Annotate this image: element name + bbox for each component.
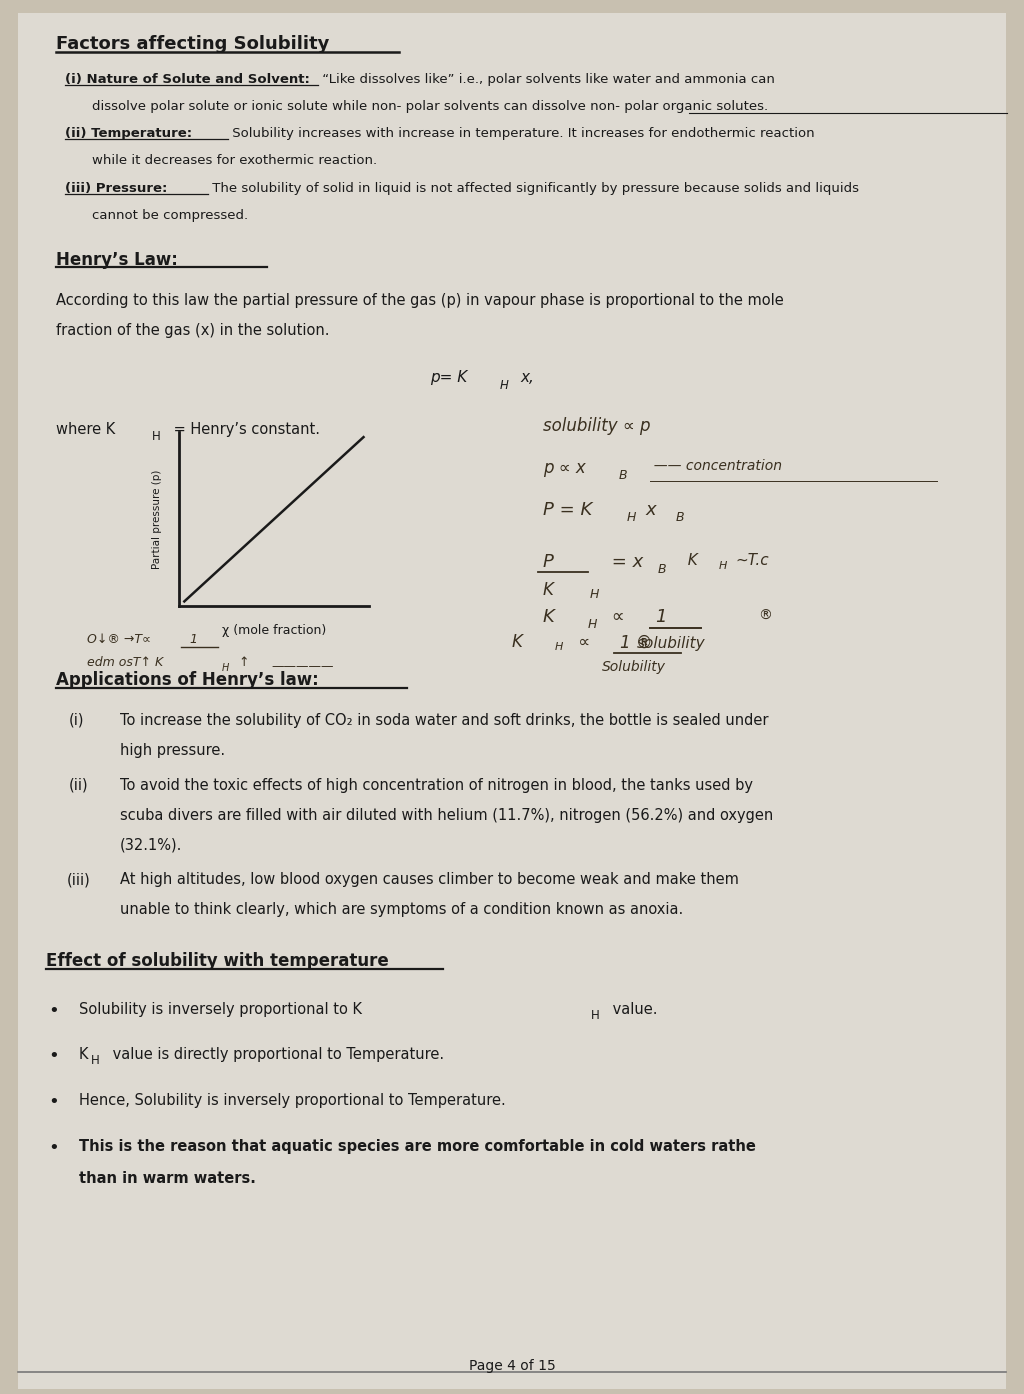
Text: 1: 1 <box>189 633 198 647</box>
Text: B: B <box>676 510 684 524</box>
Text: Partial pressure (p): Partial pressure (p) <box>152 470 162 569</box>
Text: χ (mole fraction): χ (mole fraction) <box>222 625 326 637</box>
Text: 1⁠ ®: 1⁠ ® <box>620 633 652 651</box>
Text: dissolve polar solute or ionic solute while non- polar solvents can dissolve non: dissolve polar solute or ionic solute wh… <box>92 99 768 113</box>
Text: •: • <box>48 1002 58 1019</box>
Text: Solubility increases with increase in temperature. It increases for endothermic : Solubility increases with increase in te… <box>228 127 815 141</box>
Text: K: K <box>543 608 554 626</box>
Text: H: H <box>719 560 727 570</box>
Text: The solubility of solid in liquid is not affected significantly by pressure beca: The solubility of solid in liquid is not… <box>208 183 859 195</box>
Text: B: B <box>618 468 627 482</box>
Text: ®: ® <box>758 608 772 622</box>
Text: H: H <box>222 664 229 673</box>
Text: P = K: P = K <box>543 500 592 519</box>
Text: (i): (i) <box>69 712 84 728</box>
Text: value.: value. <box>608 1002 658 1016</box>
Text: Hence, Solubility is inversely proportional to Temperature.: Hence, Solubility is inversely proportio… <box>79 1093 506 1108</box>
Text: = x: = x <box>606 552 643 570</box>
Text: K: K <box>543 580 554 598</box>
Text: ∝: ∝ <box>606 608 631 626</box>
Text: ↑: ↑ <box>239 657 249 669</box>
Text: x: x <box>645 500 655 519</box>
Text: (iii) Pressure:: (iii) Pressure: <box>65 183 167 195</box>
Text: while it decreases for exothermic reaction.: while it decreases for exothermic reacti… <box>92 155 377 167</box>
Text: Solubility is inversely proportional to K: Solubility is inversely proportional to … <box>79 1002 361 1016</box>
Text: high pressure.: high pressure. <box>120 743 225 758</box>
Text: p ∝ x: p ∝ x <box>543 459 586 477</box>
Text: According to this law the partial pressure of the gas (p) in vapour phase is pro: According to this law the partial pressu… <box>56 293 784 308</box>
Text: scuba divers are filled with air diluted with helium (11.7%), nitrogen (56.2%) a: scuba divers are filled with air diluted… <box>120 807 773 822</box>
Text: = Henry’s constant.: = Henry’s constant. <box>169 422 319 438</box>
Text: x,: x, <box>520 371 535 385</box>
Text: K: K <box>79 1047 88 1062</box>
Text: 1: 1 <box>655 608 667 626</box>
Text: K: K <box>512 633 523 651</box>
Text: (ii) Temperature:: (ii) Temperature: <box>65 127 191 141</box>
Text: Page 4 of 15: Page 4 of 15 <box>469 1359 555 1373</box>
Text: value is directly proportional to Temperature.: value is directly proportional to Temper… <box>108 1047 443 1062</box>
Text: To increase the solubility of CO₂ in soda water and soft drinks, the bottle is s: To increase the solubility of CO₂ in sod… <box>120 712 768 728</box>
Text: than in warm waters.: than in warm waters. <box>79 1171 256 1186</box>
Text: K: K <box>678 552 697 567</box>
Text: Effect of solubility with temperature: Effect of solubility with temperature <box>46 952 389 970</box>
Text: H: H <box>591 1009 600 1022</box>
Text: At high altitudes, low blood oxygen causes climber to become weak and make them: At high altitudes, low blood oxygen caus… <box>120 873 738 887</box>
Text: •: • <box>48 1139 58 1157</box>
Text: fraction of the gas (x) in the solution.: fraction of the gas (x) in the solution. <box>56 322 330 337</box>
Text: “Like dissolves like” i.e., polar solvents like water and ammonia can: “Like dissolves like” i.e., polar solven… <box>318 72 775 85</box>
Text: —————: ————— <box>271 661 334 673</box>
Text: cannot be compressed.: cannot be compressed. <box>92 209 248 222</box>
Text: ~T.c: ~T.c <box>735 552 769 567</box>
Text: •: • <box>48 1093 58 1111</box>
FancyBboxPatch shape <box>18 13 1006 1388</box>
Text: H: H <box>627 510 636 524</box>
Text: O↓® →T∝: O↓® →T∝ <box>87 633 151 647</box>
Text: Applications of Henry’s law:: Applications of Henry’s law: <box>56 671 319 689</box>
Text: ∝: ∝ <box>573 633 596 651</box>
Text: unable to think clearly, which are symptoms of a condition known as anoxia.: unable to think clearly, which are sympt… <box>120 902 683 917</box>
Text: B: B <box>657 563 666 576</box>
Text: (i) Nature of Solute and Solvent:: (i) Nature of Solute and Solvent: <box>65 72 309 85</box>
Text: H: H <box>500 379 509 392</box>
Text: (32.1%).: (32.1%). <box>120 838 182 852</box>
Text: H: H <box>588 619 597 631</box>
Text: where K: where K <box>56 422 116 438</box>
Text: solubility ∝ p: solubility ∝ p <box>543 417 650 435</box>
Text: This is the reason that aquatic species are more comfortable in cold waters rath: This is the reason that aquatic species … <box>79 1139 756 1154</box>
Text: P: P <box>543 552 554 570</box>
Text: —— concentration: —— concentration <box>645 459 782 473</box>
Text: Solubility: Solubility <box>602 661 666 675</box>
Text: H: H <box>555 643 563 652</box>
Text: H: H <box>91 1054 100 1068</box>
Text: •: • <box>48 1047 58 1065</box>
Text: To avoid the toxic effects of high concentration of nitrogen in blood, the tanks: To avoid the toxic effects of high conce… <box>120 778 753 793</box>
Text: Henry’s Law:: Henry’s Law: <box>56 251 178 269</box>
Text: (ii): (ii) <box>69 778 88 793</box>
Text: H: H <box>152 431 161 443</box>
Text: p= K: p= K <box>430 371 467 385</box>
Text: edm osT↑ K: edm osT↑ K <box>87 657 163 669</box>
Text: (iii): (iii) <box>67 873 90 887</box>
Text: solubility: solubility <box>637 636 706 651</box>
Text: Factors affecting Solubility: Factors affecting Solubility <box>56 35 330 53</box>
Text: H: H <box>590 588 599 601</box>
